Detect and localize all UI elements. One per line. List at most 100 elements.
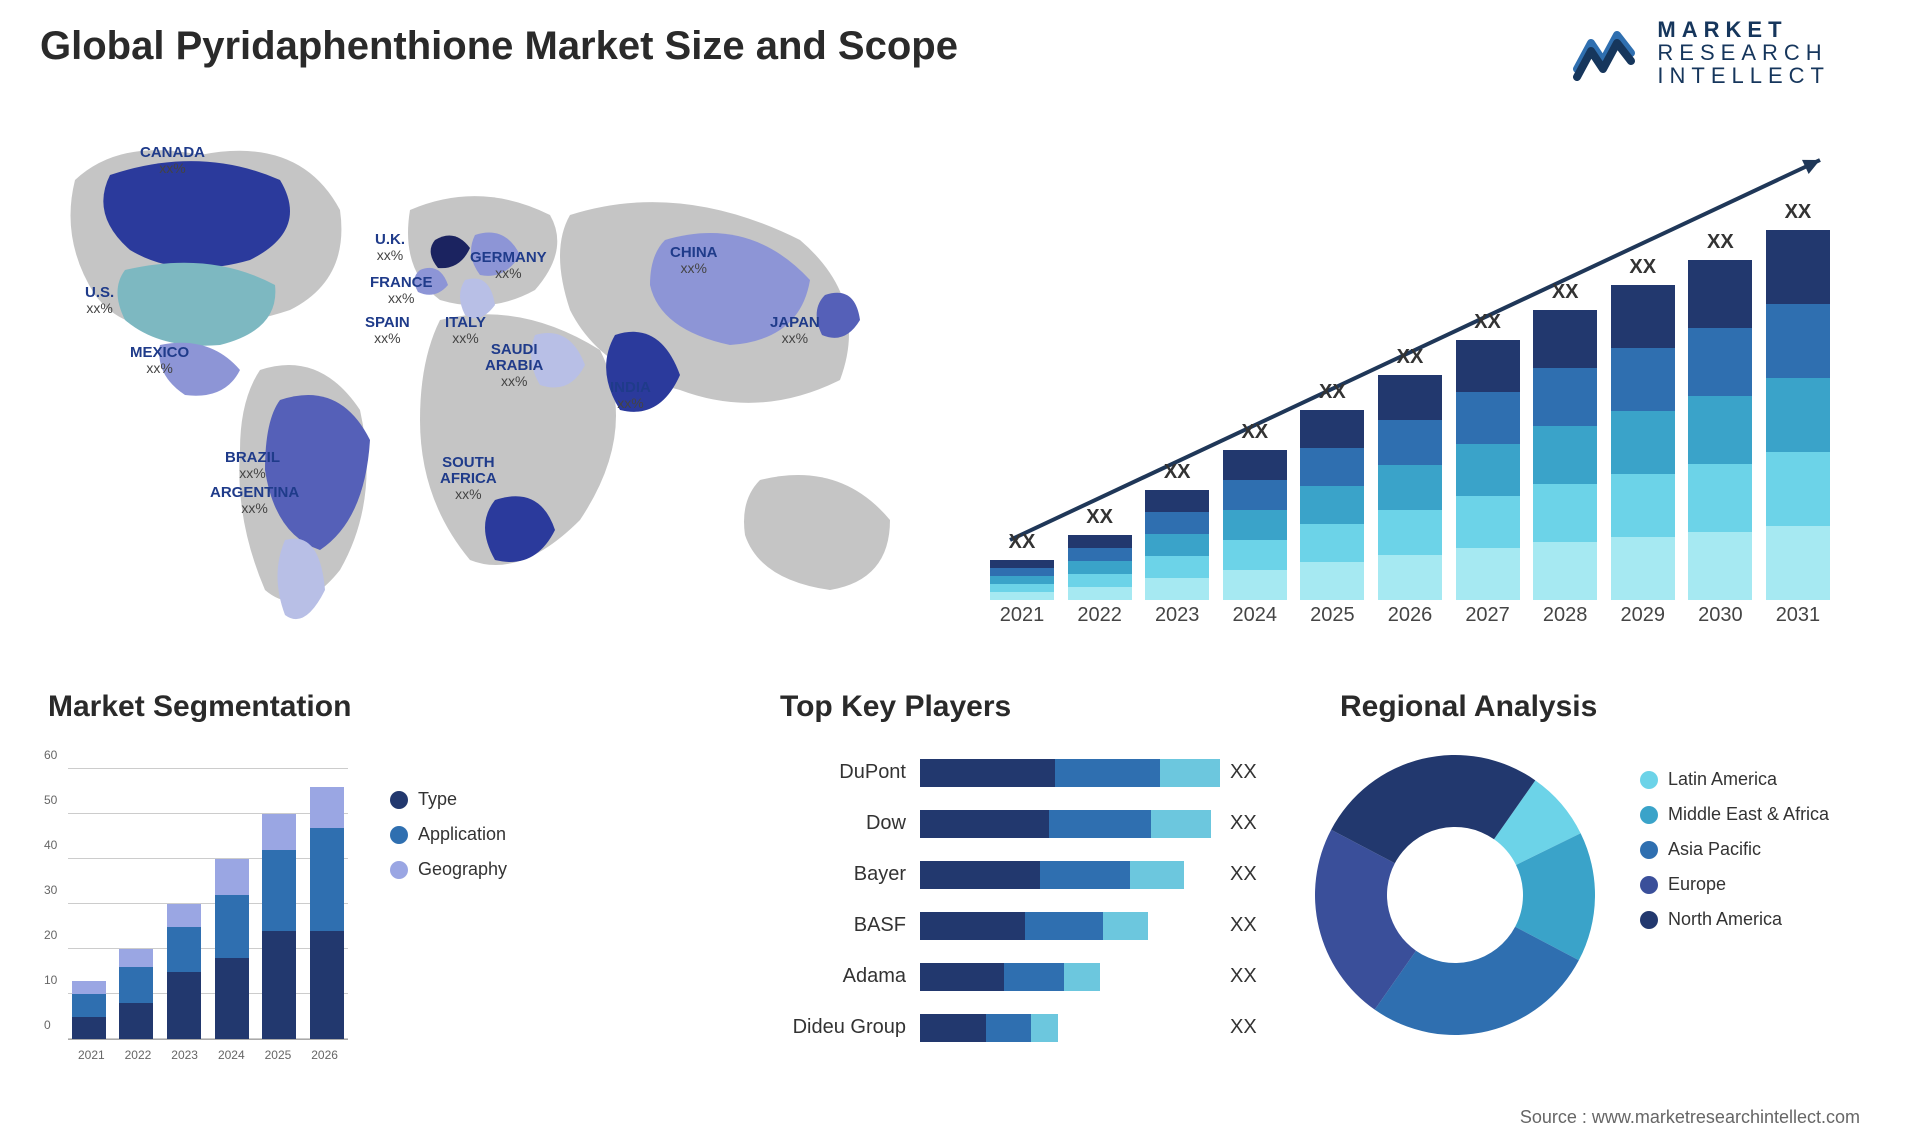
player-value-label: XX: [1230, 965, 1257, 988]
seg-ylabel: 10: [44, 973, 57, 987]
forecast-seg: [1068, 535, 1132, 548]
forecast-seg: [1300, 562, 1364, 600]
forecast-seg: [1533, 368, 1597, 426]
forecast-seg: [1300, 486, 1364, 524]
map-label-india: INDIAxx%: [610, 380, 651, 412]
legend-label: Latin America: [1668, 769, 1777, 790]
segmentation-bar: [310, 787, 344, 1039]
forecast-seg: [1533, 542, 1597, 600]
player-value-label: XX: [1230, 863, 1257, 886]
player-bar: [920, 963, 1220, 991]
map-label-spain: SPAINxx%: [365, 315, 410, 347]
logo-mark-icon: [1573, 25, 1643, 81]
segmentation-legend-item: Type: [390, 789, 507, 810]
forecast-year-label: 2027: [1456, 604, 1520, 640]
forecast-seg: [1378, 555, 1442, 600]
players-header: Top Key Players: [780, 690, 1011, 724]
segmentation-seg: [119, 967, 153, 1003]
segmentation-xlab: 2022: [125, 1048, 152, 1062]
forecast-bar-label: XX: [1164, 461, 1191, 484]
seg-gridline: [68, 768, 348, 769]
seg-ylabel: 60: [44, 748, 57, 762]
forecast-seg: [1456, 548, 1520, 600]
legend-label: Asia Pacific: [1668, 839, 1761, 860]
forecast-bar-label: XX: [1241, 421, 1268, 444]
segmentation-bar: [167, 904, 201, 1039]
forecast-seg: [1688, 464, 1752, 532]
forecast-seg: [1688, 328, 1752, 396]
forecast-bar-label: XX: [1707, 231, 1734, 254]
forecast-seg: [1223, 570, 1287, 600]
map-label-germany: GERMANYxx%: [470, 250, 547, 282]
forecast-seg: [1145, 578, 1209, 600]
map-label-mexico: MEXICOxx%: [130, 345, 189, 377]
player-name: BASF: [780, 914, 920, 937]
seg-ylabel: 0: [44, 1018, 51, 1032]
player-seg: [1004, 963, 1064, 991]
segmentation-xlab: 2021: [78, 1048, 105, 1062]
segmentation-seg: [167, 904, 201, 927]
player-seg: [1103, 912, 1148, 940]
forecast-seg: [1456, 392, 1520, 444]
forecast-bar-label: XX: [1785, 201, 1812, 224]
forecast-bar-2031: XX: [1766, 201, 1830, 600]
seg-ylabel: 20: [44, 928, 57, 942]
segmentation-bar: [215, 859, 249, 1039]
forecast-seg: [1068, 574, 1132, 587]
forecast-bar-2021: XX: [990, 531, 1054, 600]
player-seg: [986, 1014, 1031, 1042]
forecast-seg: [1611, 348, 1675, 411]
forecast-seg: [1688, 260, 1752, 328]
forecast-seg: [1378, 375, 1442, 420]
regional-legend-item: Europe: [1640, 874, 1829, 895]
forecast-bar-2025: XX: [1300, 381, 1364, 600]
forecast-seg: [990, 592, 1054, 600]
legend-dot-icon: [1640, 771, 1658, 789]
player-bar: [920, 1014, 1220, 1042]
forecast-year-label: 2026: [1378, 604, 1442, 640]
player-seg: [1064, 963, 1100, 991]
world-map: CANADAxx%U.S.xx%MEXICOxx%BRAZILxx%ARGENT…: [40, 120, 920, 650]
segmentation-seg: [215, 895, 249, 958]
forecast-seg: [1300, 524, 1364, 562]
forecast-seg: [1456, 340, 1520, 392]
forecast-seg: [1378, 510, 1442, 555]
segmentation-xlab: 2025: [265, 1048, 292, 1062]
forecast-seg: [1223, 480, 1287, 510]
map-label-us: U.S.xx%: [85, 285, 114, 317]
segmentation-seg: [310, 787, 344, 828]
segmentation-seg: [72, 1017, 106, 1040]
forecast-bar-2022: XX: [1068, 506, 1132, 600]
player-seg: [920, 861, 1040, 889]
forecast-seg: [1533, 426, 1597, 484]
forecast-seg: [990, 560, 1054, 568]
player-name: Dideu Group: [780, 1016, 920, 1039]
forecast-seg: [1300, 448, 1364, 486]
map-label-japan: JAPANxx%: [770, 315, 820, 347]
forecast-bar-2030: XX: [1688, 231, 1752, 600]
forecast-bar-label: XX: [1319, 381, 1346, 404]
map-label-canada: CANADAxx%: [140, 145, 205, 177]
player-row: Dideu GroupXX: [780, 1005, 1270, 1050]
forecast-seg: [1145, 490, 1209, 512]
segmentation-seg: [262, 814, 296, 850]
regional-donut: [1300, 740, 1610, 1050]
forecast-seg: [1145, 512, 1209, 534]
segmentation-seg: [310, 931, 344, 1039]
legend-dot-icon: [1640, 806, 1658, 824]
regional-legend-item: Asia Pacific: [1640, 839, 1829, 860]
world-map-svg: [40, 120, 920, 650]
segmentation-chart: 0102030405060 202120222023202420252026: [40, 750, 360, 1070]
forecast-seg: [1688, 532, 1752, 600]
segmentation-seg: [215, 859, 249, 895]
player-seg: [920, 963, 1004, 991]
forecast-seg: [1766, 230, 1830, 304]
segmentation-seg: [119, 949, 153, 967]
map-label-argentina: ARGENTINAxx%: [210, 485, 299, 517]
forecast-seg: [1223, 540, 1287, 570]
forecast-seg: [1611, 537, 1675, 600]
forecast-bar-2024: XX: [1223, 421, 1287, 600]
map-label-italy: ITALYxx%: [445, 315, 486, 347]
player-value-label: XX: [1230, 812, 1257, 835]
segmentation-xlab: 2024: [218, 1048, 245, 1062]
